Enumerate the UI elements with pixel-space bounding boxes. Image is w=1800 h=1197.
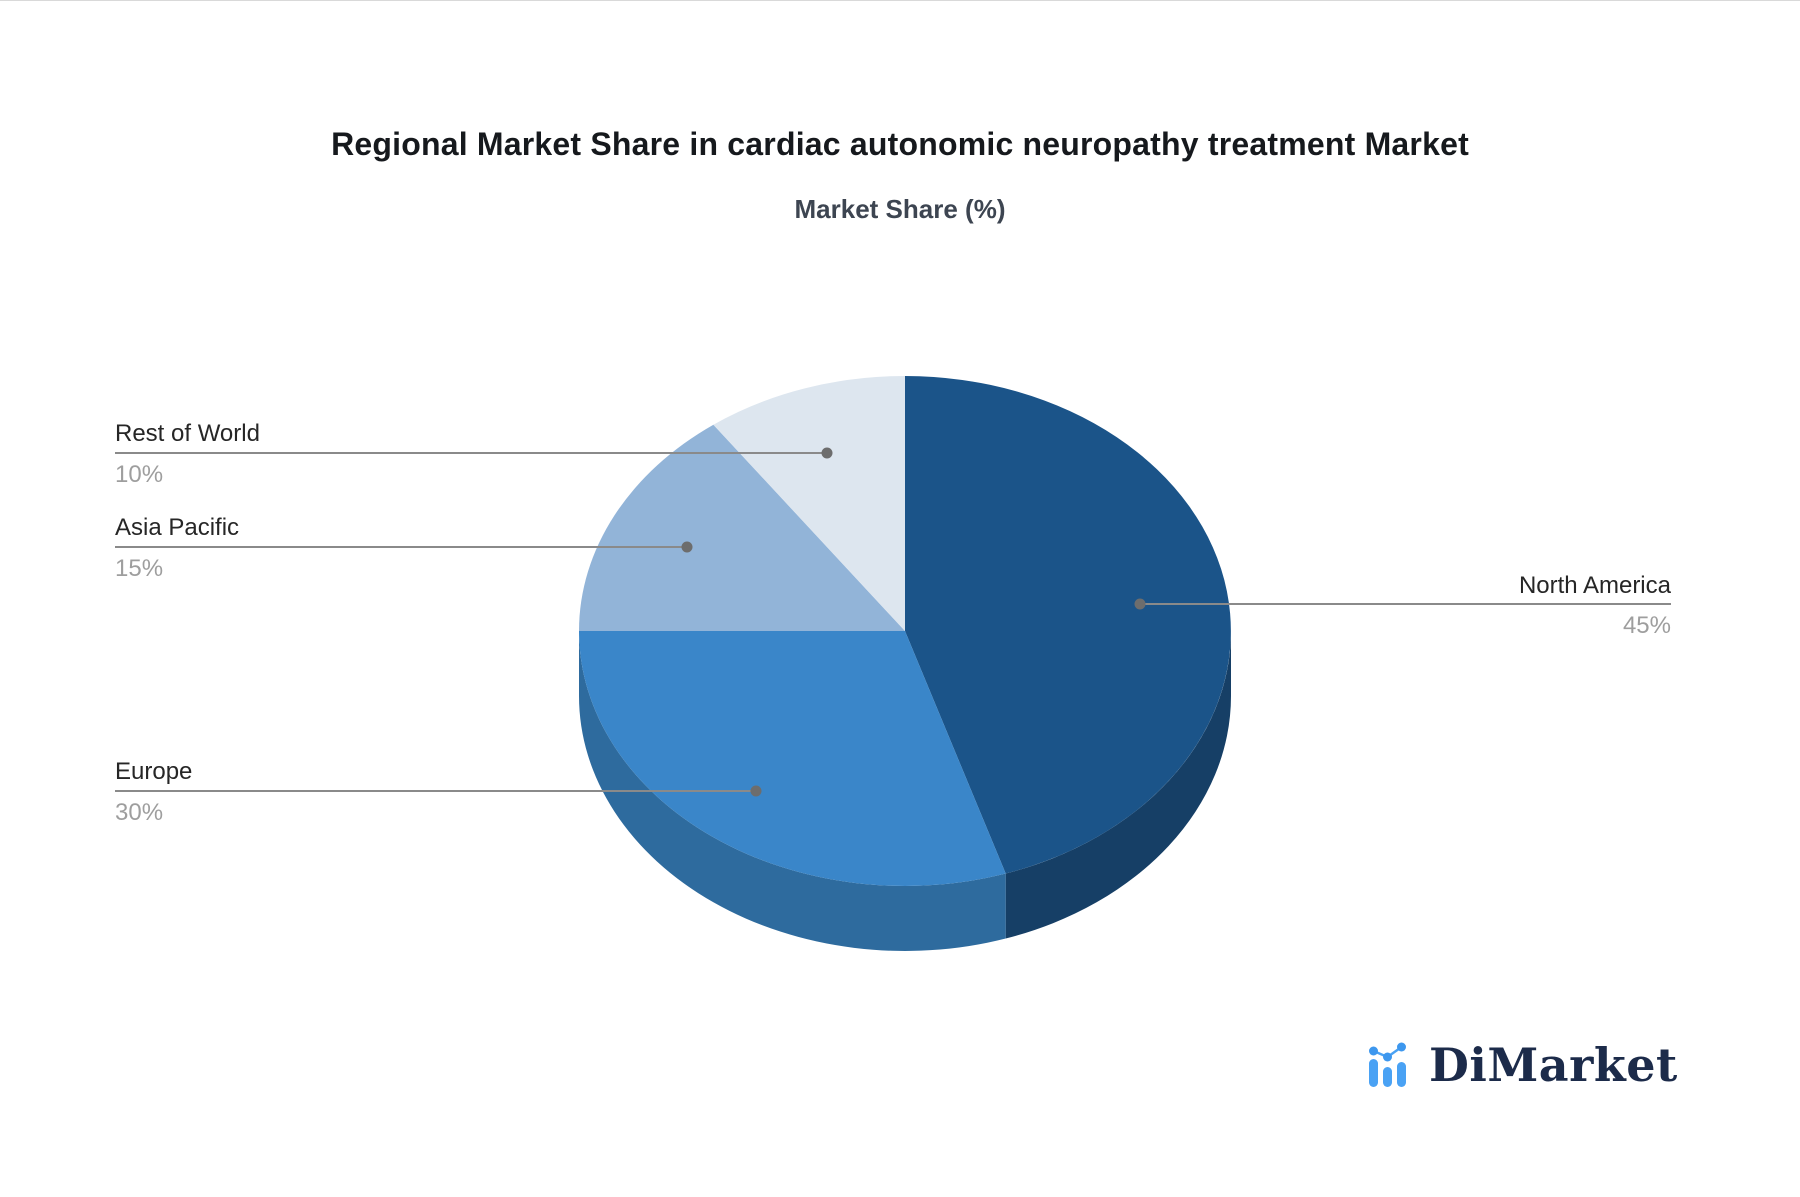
- callout-label-north-america: North America: [1518, 572, 1671, 599]
- callout-dot-europe: [750, 785, 762, 797]
- callout-value-europe: 30%: [115, 799, 164, 826]
- callout-dot-north-america: [1134, 598, 1146, 610]
- pie-slice-europe: [579, 631, 1006, 886]
- pie-depth-north-america: [1005, 631, 1231, 939]
- callout-dot-asia-pacific: [681, 541, 693, 553]
- callout-value-asia-pacific: 15%: [115, 555, 164, 582]
- callout-label-europe: Europe: [115, 758, 193, 785]
- pie-depth-europe: [579, 631, 1006, 951]
- callout-label-rest-of-world: Rest of World: [115, 420, 260, 447]
- brand-logo: DiMarket: [1365, 1039, 1678, 1099]
- chart-subtitle: Market Share (%): [794, 194, 1006, 224]
- brand-logo-text: DiMarket: [1429, 1038, 1678, 1092]
- callout-label-asia-pacific: Asia Pacific: [115, 514, 240, 541]
- callout-value-rest-of-world: 10%: [115, 461, 164, 488]
- bar-chart-trend-icon: [1369, 1042, 1406, 1087]
- pie-slice-asia-pacific: [579, 424, 905, 631]
- pie-slice-north-america: [905, 376, 1231, 874]
- callout-value-north-america: 45%: [1622, 612, 1671, 639]
- chart-title: Regional Market Share in cardiac autonom…: [331, 126, 1469, 162]
- callout-dot-rest-of-world: [821, 447, 833, 459]
- pie-slice-rest-of-world: [713, 376, 905, 631]
